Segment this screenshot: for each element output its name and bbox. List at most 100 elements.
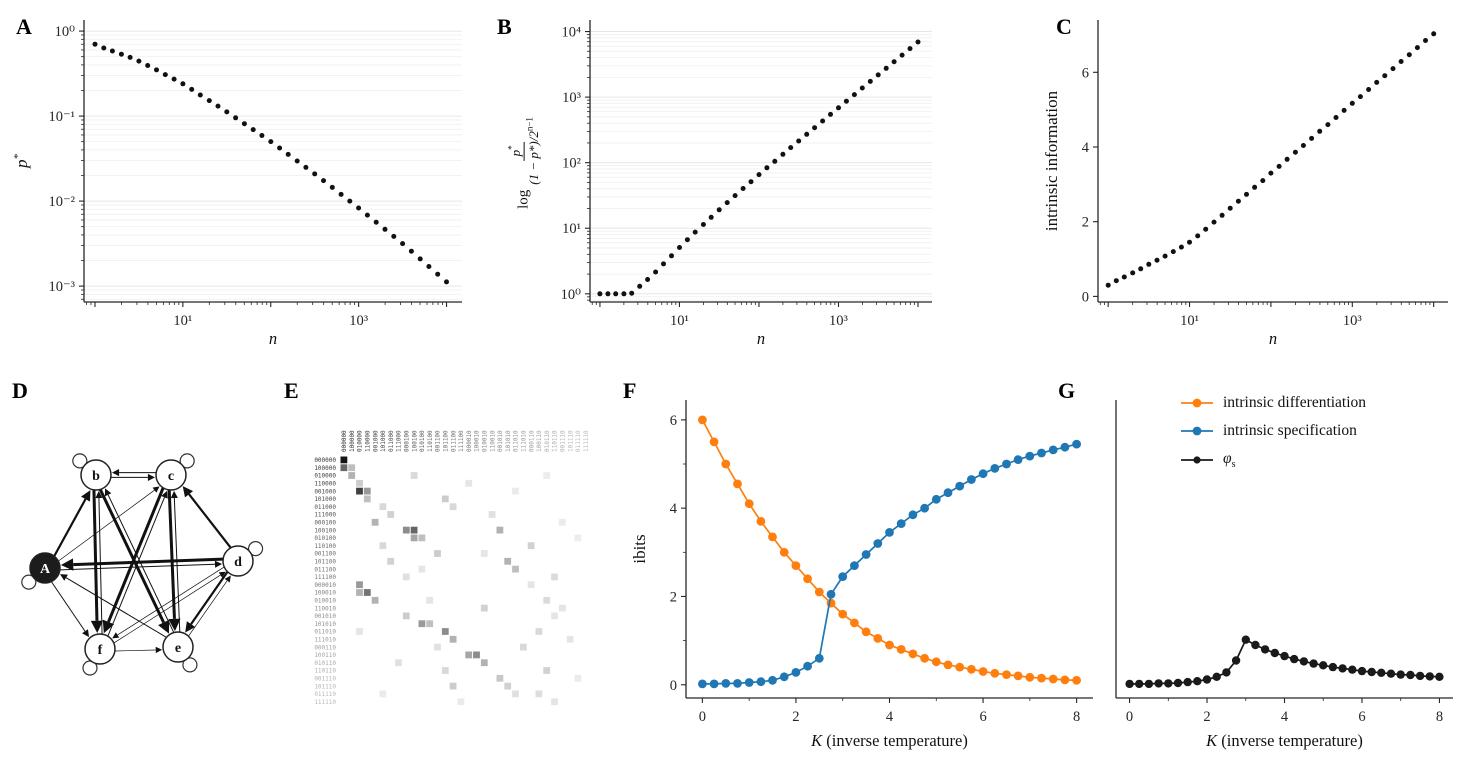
svg-text:f: f [98, 643, 103, 658]
svg-text:110000: 110000 [364, 430, 371, 452]
svg-text:10¹: 10¹ [562, 221, 581, 237]
svg-text:A: A [40, 562, 51, 577]
svg-text:001110: 001110 [314, 675, 336, 682]
svg-text:6: 6 [670, 413, 677, 429]
svg-text:101100: 101100 [442, 430, 449, 452]
svg-text:011000: 011000 [388, 430, 395, 452]
panel-label-a: A [16, 14, 32, 39]
svg-text:101000: 101000 [380, 430, 387, 452]
svg-text:001000: 001000 [314, 488, 336, 495]
svg-text:011110: 011110 [575, 430, 582, 452]
svg-text:011010: 011010 [513, 430, 520, 452]
svg-text:4: 4 [1281, 709, 1289, 725]
legend-item-phi: φs [1180, 450, 1366, 470]
svg-text:110000: 110000 [314, 480, 336, 487]
svg-text:011000: 011000 [314, 504, 336, 511]
svg-text:6: 6 [979, 709, 986, 725]
panel-label-e: E [284, 378, 299, 403]
chart-svg-C: 10¹ 10³ 0 2 4 6 n intrinsic information [1042, 20, 1448, 348]
svg-text:011100: 011100 [450, 430, 457, 452]
svg-text:100010: 100010 [474, 430, 481, 452]
svg-text:001000: 001000 [372, 430, 379, 452]
svg-text:10³: 10³ [1343, 313, 1363, 329]
fraction-denominator: (1 − p*)/2n−1 [524, 117, 541, 185]
svg-text:10⁰: 10⁰ [561, 287, 582, 303]
svg-text:111010: 111010 [314, 636, 336, 643]
svg-text:111000: 111000 [396, 430, 403, 452]
chart-a-pstar-vs-n: 10¹ 10³ 10⁰ 10⁻¹ 10⁻² 10⁻³ n p* [10, 6, 470, 363]
chart-b-ylabel: log p* (1 − p*)/2n−1 [506, 117, 542, 209]
chart-svg-B: 10¹ 10³ 10⁰ 10¹ 10² 10³ 10⁴ n [561, 20, 932, 348]
svg-text:10³: 10³ [562, 90, 582, 106]
svg-text:110110: 110110 [314, 668, 336, 675]
legend-item-intrinsic-specification: intrinsic specification [1180, 422, 1366, 440]
svg-text:2: 2 [1082, 215, 1089, 231]
svg-text:2: 2 [670, 589, 677, 605]
svg-text:n: n [1269, 329, 1277, 348]
chart-b-ylabel-fraction: p* (1 − p*)/2n−1 [506, 117, 542, 185]
svg-text:000100: 000100 [403, 430, 410, 452]
svg-text:110110: 110110 [552, 430, 559, 452]
svg-text:10¹: 10¹ [173, 313, 192, 329]
svg-text:101110: 101110 [567, 430, 574, 452]
svg-text:6: 6 [1358, 709, 1365, 725]
legend-marker-black-icon [1181, 456, 1213, 464]
chart-c-intrinsic-information-vs-n: 10¹ 10³ 0 2 4 6 n intrinsic information [1040, 6, 1460, 363]
svg-text:110100: 110100 [427, 430, 434, 452]
svg-text:111110: 111110 [314, 699, 336, 706]
svg-text:101010: 101010 [314, 621, 336, 628]
svg-text:000000: 000000 [314, 457, 336, 464]
svg-text:010100: 010100 [419, 430, 426, 452]
svg-text:101100: 101100 [314, 558, 336, 565]
svg-text:110010: 110010 [314, 605, 336, 612]
svg-text:010000: 010000 [314, 473, 336, 480]
heatmap-svg: 0000000000001000001000000100000100001100… [314, 430, 590, 706]
panel-label-b: B [497, 14, 512, 39]
svg-text:2: 2 [1203, 709, 1210, 725]
svg-text:010000: 010000 [357, 430, 364, 452]
svg-text:8: 8 [1073, 709, 1080, 725]
svg-text:0: 0 [1082, 289, 1089, 305]
svg-text:011100: 011100 [314, 566, 336, 573]
svg-text:111000: 111000 [314, 512, 336, 519]
panel-label-f: F [623, 378, 637, 403]
svg-text:10³: 10³ [349, 313, 369, 329]
svg-text:101000: 101000 [314, 496, 336, 503]
svg-text:101110: 101110 [314, 683, 336, 690]
svg-text:10⁻²: 10⁻² [48, 194, 75, 210]
svg-text:10⁻³: 10⁻³ [48, 279, 75, 295]
svg-text:100110: 100110 [536, 430, 543, 452]
svg-text:000010: 000010 [314, 582, 336, 589]
legend-marker-blue-icon [1181, 426, 1213, 436]
chart-g-phi-vs-k: 0 2 4 6 8 K (inverse temperature) [1100, 386, 1465, 765]
svg-text:n: n [269, 329, 277, 348]
svg-text:111100: 111100 [314, 574, 336, 581]
svg-text:001100: 001100 [435, 430, 442, 452]
svg-text:001010: 001010 [497, 430, 504, 452]
svg-text:111110: 111110 [583, 430, 590, 452]
svg-text:111100: 111100 [458, 430, 465, 452]
svg-text:p*: p* [12, 154, 31, 170]
svg-text:010110: 010110 [544, 430, 551, 452]
svg-text:010010: 010010 [481, 430, 488, 452]
svg-text:110010: 110010 [489, 430, 496, 452]
chart-svg-G: 0 2 4 6 8 K (inverse temperature) [1115, 400, 1453, 750]
svg-text:100100: 100100 [314, 527, 336, 534]
panel-label-c: C [1056, 14, 1072, 39]
svg-text:10¹: 10¹ [1180, 313, 1199, 329]
panel-label-g: G [1058, 378, 1076, 403]
svg-text:4: 4 [886, 709, 894, 725]
svg-text:b: b [92, 469, 100, 484]
svg-text:011110: 011110 [314, 691, 336, 698]
svg-text:0: 0 [699, 709, 706, 725]
svg-text:000110: 000110 [528, 430, 535, 452]
svg-text:001010: 001010 [314, 613, 336, 620]
svg-text:10⁴: 10⁴ [561, 25, 581, 41]
svg-text:0: 0 [1126, 709, 1133, 725]
svg-text:0: 0 [670, 678, 677, 694]
legend-label-differentiation: intrinsic differentiation [1223, 394, 1367, 411]
svg-text:6: 6 [1082, 65, 1089, 81]
svg-text:10²: 10² [562, 156, 582, 172]
chart-svg-A: 10¹ 10³ 10⁰ 10⁻¹ 10⁻² 10⁻³ n p* [12, 20, 462, 348]
